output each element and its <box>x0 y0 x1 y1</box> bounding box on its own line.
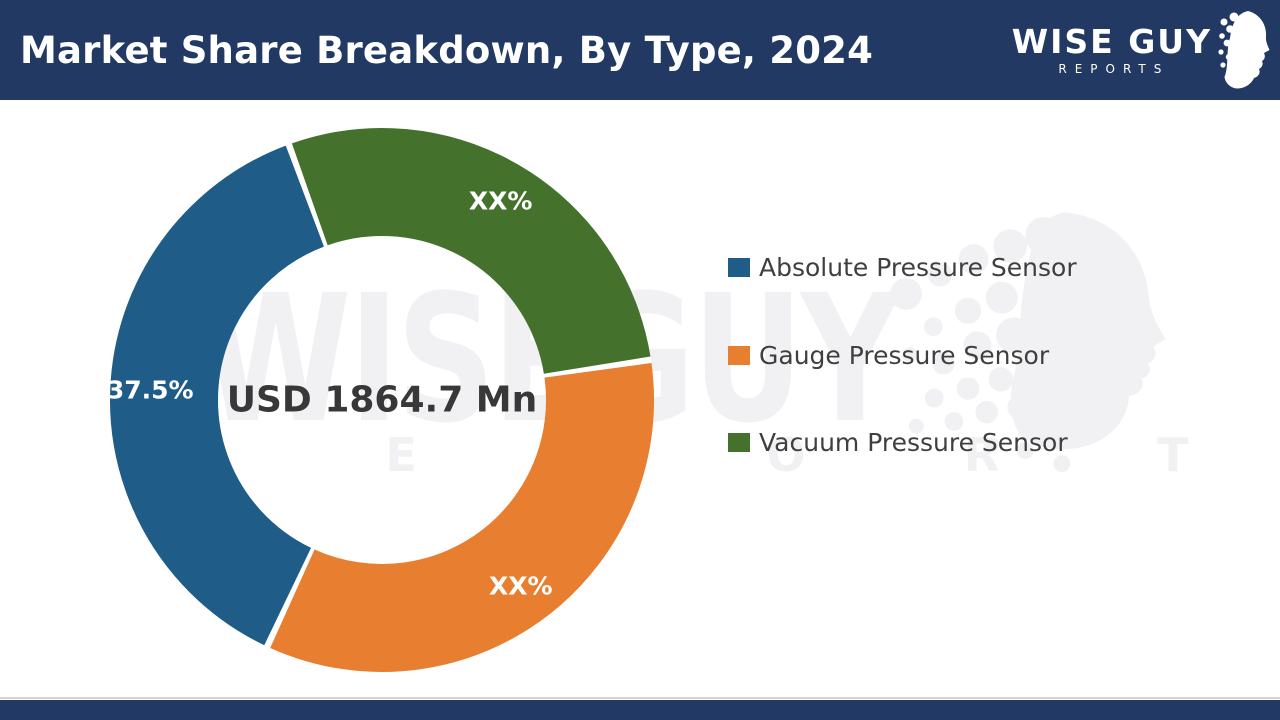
watermark-face-icon <box>890 212 1166 473</box>
legend-item-absolute: Absolute Pressure Sensor <box>728 253 1077 282</box>
center-value-label: USD 1864.7 Mn <box>226 379 538 421</box>
legend-swatch-absolute <box>728 258 750 277</box>
brand-logo-text: WISE GUY REPORTS <box>1011 22 1212 76</box>
header-bar: Market Share Breakdown, By Type, 2024 WI… <box>0 0 1280 100</box>
legend-swatch-gauge <box>728 346 750 365</box>
page-title: Market Share Breakdown, By Type, 2024 <box>20 28 874 72</box>
donut-segment-0 <box>110 127 654 672</box>
footer-divider <box>0 697 1280 699</box>
legend-label: Absolute Pressure Sensor <box>759 253 1077 282</box>
brand-logo: WISE GUY REPORTS <box>1012 4 1270 96</box>
slice-label-gauge: XX% <box>488 571 553 601</box>
slice-label-absolute: 37.5% <box>106 375 194 405</box>
donut-segment-1 <box>110 128 654 672</box>
brand-name: WISE GUY <box>1011 22 1212 62</box>
slice-label-vacuum: XX% <box>468 186 533 216</box>
legend-item-vacuum: Vacuum Pressure Sensor <box>728 428 1068 457</box>
brand-subtitle: REPORTS <box>1058 61 1170 76</box>
legend-label: Vacuum Pressure Sensor <box>759 428 1068 457</box>
footer-bar <box>0 700 1280 720</box>
legend-item-gauge: Gauge Pressure Sensor <box>728 341 1049 370</box>
legend-swatch-vacuum <box>728 433 750 452</box>
legend-label: Gauge Pressure Sensor <box>759 341 1050 370</box>
brand-face-icon <box>1218 11 1270 89</box>
donut-chart-svg <box>110 127 654 672</box>
donut-chart: XX% XX% 37.5% USD 1864.7 Mn <box>102 120 662 680</box>
